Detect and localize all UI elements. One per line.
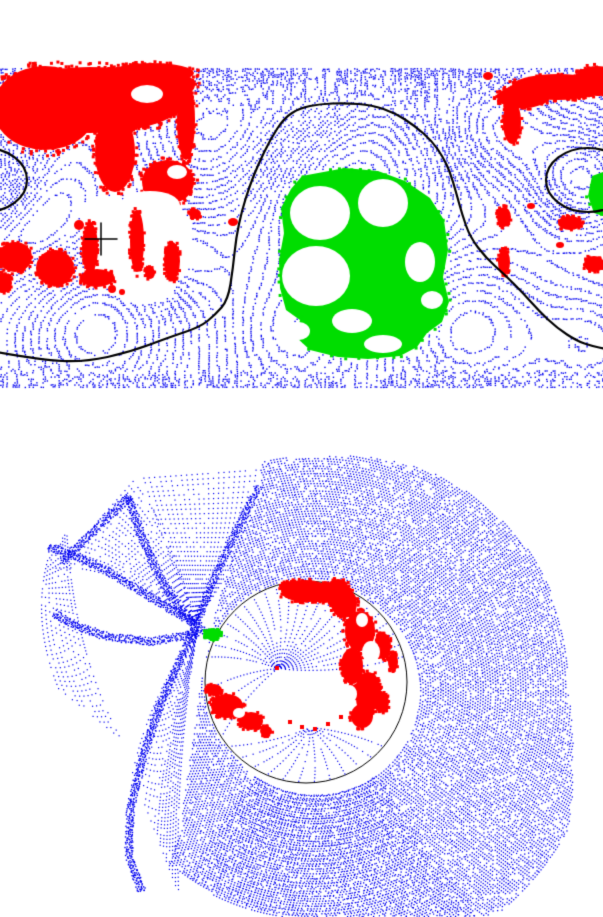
synoptic-map-canvas — [0, 0, 603, 392]
spiral-3d-canvas — [0, 392, 603, 917]
